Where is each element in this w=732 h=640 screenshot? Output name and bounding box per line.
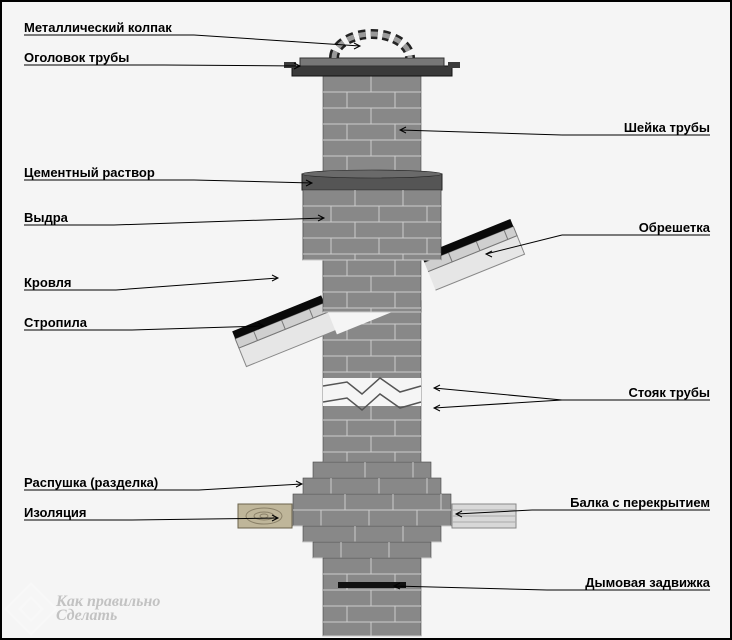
label: Кровля: [24, 275, 71, 290]
label: Стояк трубы: [628, 385, 710, 400]
metal-cap: [334, 34, 410, 58]
label: Металлический колпак: [24, 20, 172, 35]
label: Оголовок трубы: [24, 50, 129, 65]
label: Цементный раствор: [24, 165, 155, 180]
chimney-diagram: Металлический колпак Оголовок трубы Цемент…: [2, 2, 730, 638]
label: Распушка (разделка): [24, 475, 158, 490]
watermark: Как правильно Сделать: [12, 590, 160, 628]
label: Обрешетка: [639, 220, 711, 235]
break-mark: [323, 378, 421, 410]
label: Стропила: [24, 315, 88, 330]
label: Выдра: [24, 210, 69, 225]
label: Изоляция: [24, 505, 87, 520]
wm3: Сделать: [56, 607, 117, 624]
label: Балка с перекрытием: [570, 495, 710, 510]
label: Дымовая задвижка: [585, 575, 710, 590]
diagram-frame: Металлический колпак Оголовок трубы Цемент…: [0, 0, 732, 640]
cap-ogolovok: [284, 58, 460, 76]
label: Шейка трубы: [624, 120, 710, 135]
